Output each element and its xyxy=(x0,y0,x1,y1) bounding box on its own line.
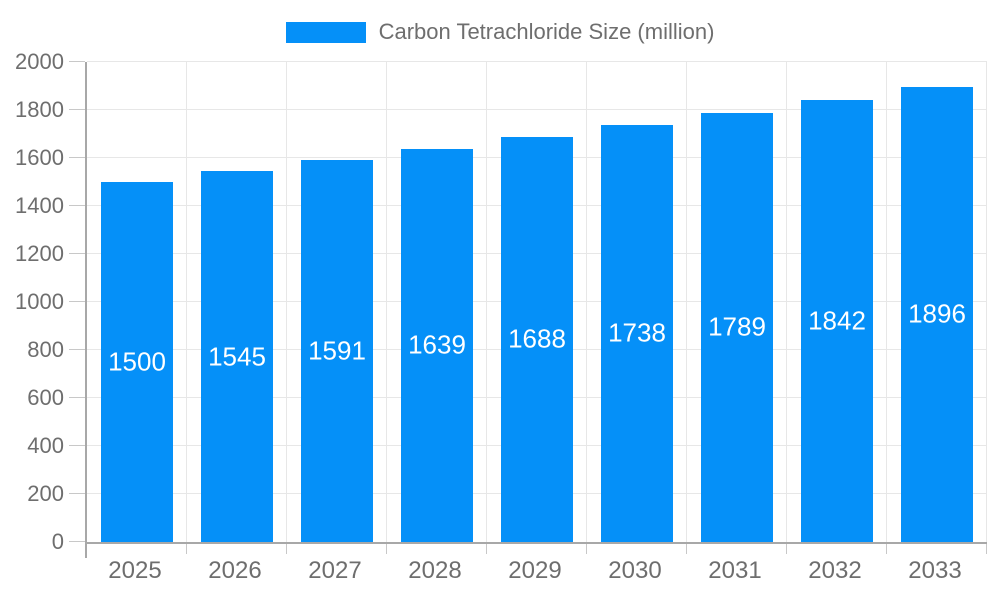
bar-value-label: 1591 xyxy=(308,335,366,366)
y-tick-label: 400 xyxy=(27,433,64,458)
x-tick xyxy=(786,544,787,554)
x-tick xyxy=(186,544,187,554)
x-gridline xyxy=(586,62,587,542)
y-tick xyxy=(69,253,85,254)
bar-value-label: 1738 xyxy=(608,317,666,348)
x-tick-label: 2029 xyxy=(508,557,562,584)
bar-value-label: 1639 xyxy=(408,329,466,360)
y-tick xyxy=(69,109,85,110)
bar-value-label: 1896 xyxy=(908,298,966,329)
y-tick-label: 800 xyxy=(27,337,64,362)
bar-2028[interactable]: 1639 xyxy=(401,148,473,542)
x-tick-label: 2031 xyxy=(708,557,762,584)
x-tick-label: 2028 xyxy=(408,557,462,584)
y-tick xyxy=(69,349,85,350)
bar-2031[interactable]: 1789 xyxy=(701,112,773,542)
x-tick-label: 2030 xyxy=(608,557,662,584)
y-tick-label: 1800 xyxy=(15,97,64,122)
y-tick xyxy=(69,61,85,62)
x-tick xyxy=(886,544,887,554)
bar-2026[interactable]: 1545 xyxy=(201,171,273,542)
y-tick xyxy=(69,205,85,206)
x-gridline xyxy=(886,62,887,542)
bar-2033[interactable]: 1896 xyxy=(901,86,973,542)
x-axis-tick axis-end xyxy=(85,544,87,558)
bar-2027[interactable]: 1591 xyxy=(301,160,373,542)
x-tick-label: 2033 xyxy=(908,557,962,584)
bar-2025[interactable]: 1500 xyxy=(101,182,173,542)
x-gridline xyxy=(986,62,987,542)
y-tick xyxy=(69,541,85,542)
y-tick-label: 1200 xyxy=(15,241,64,266)
bar-value-label: 1545 xyxy=(208,341,266,372)
bar-value-label: 1500 xyxy=(108,346,166,377)
legend-label: Carbon Tetrachloride Size (million) xyxy=(378,19,715,44)
y-tick-label: 2000 xyxy=(15,49,64,74)
bar-2032[interactable]: 1842 xyxy=(801,99,873,542)
y-tick-label: 0 xyxy=(51,529,64,554)
y-gridline xyxy=(87,109,987,110)
x-gridline xyxy=(486,62,487,542)
x-tick xyxy=(686,544,687,554)
x-tick-label: 2026 xyxy=(208,557,262,584)
y-tick-label: 1400 xyxy=(15,193,64,218)
y-axis-labels: 0 200 400 600 800 1000 1200 1400 1600 1800 2000 xyxy=(0,50,64,554)
x-tick xyxy=(286,544,287,554)
x-axis-labels: 2025 2026 2027 2028 2029 2030 2031 2032 2033 xyxy=(85,556,985,588)
y-tick xyxy=(69,157,85,158)
y-tick-label: 1000 xyxy=(15,289,64,314)
x-gridline xyxy=(686,62,687,542)
bar-value-label: 1789 xyxy=(708,311,766,342)
x-gridline xyxy=(786,62,787,542)
x-tick xyxy=(986,544,987,554)
x-tick-label: 2025 xyxy=(108,557,162,584)
x-gridline xyxy=(386,62,387,542)
bar-value-label: 1688 xyxy=(508,323,566,354)
x-tick-label: 2032 xyxy=(808,557,862,584)
y-tick-label: 600 xyxy=(27,385,64,410)
legend[interactable]: Carbon Tetrachloride Size (million) xyxy=(0,18,1000,46)
y-tick-label: 1600 xyxy=(15,145,64,170)
y-tick xyxy=(69,493,85,494)
x-tick xyxy=(486,544,487,554)
y-tick-label: 200 xyxy=(27,481,64,506)
x-gridline xyxy=(286,62,287,542)
x-tick xyxy=(386,544,387,554)
x-tick xyxy=(586,544,587,554)
y-tick xyxy=(69,397,85,398)
legend-swatch-icon xyxy=(285,21,366,43)
plot-area: 1500 1545 1591 1639 1688 1738 1789 1842 1896 xyxy=(69,61,987,558)
x-gridline xyxy=(186,62,187,542)
bar-2029[interactable]: 1688 xyxy=(501,136,573,542)
y-gridline xyxy=(87,61,987,62)
x-tick-label: 2027 xyxy=(308,557,362,584)
y-tick xyxy=(69,445,85,446)
y-tick xyxy=(69,301,85,302)
bar-2030[interactable]: 1738 xyxy=(601,124,673,542)
bar-value-label: 1842 xyxy=(808,305,866,336)
